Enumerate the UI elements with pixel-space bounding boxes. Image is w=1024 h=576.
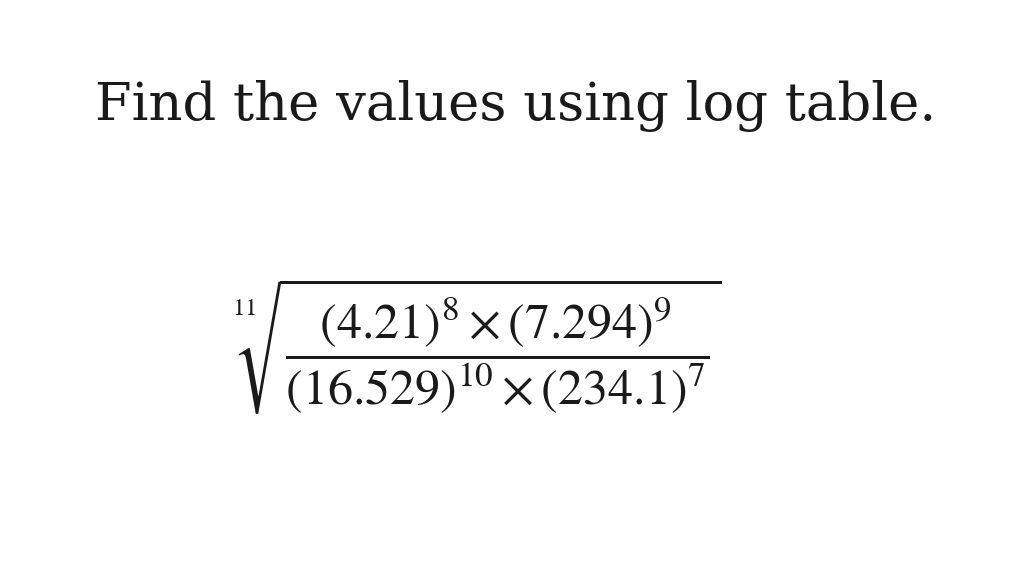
Text: $\sqrt[11]{\dfrac{(4.21)^{8} \times (7.294)^{9}}{(16.529)^{10} \times (234.1)^{7: $\sqrt[11]{\dfrac{(4.21)^{8} \times (7.2… [232, 276, 722, 416]
Text: Find the values using log table.: Find the values using log table. [94, 80, 936, 132]
